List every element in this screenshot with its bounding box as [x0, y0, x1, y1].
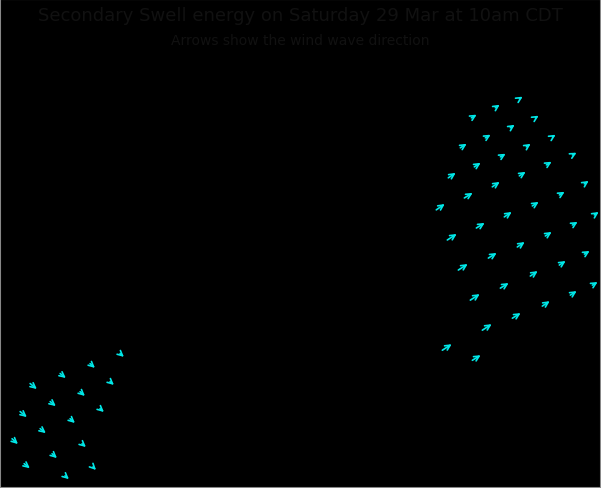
- Text: Arrows show the wind wave direction: Arrows show the wind wave direction: [171, 34, 430, 47]
- Text: Secondary Swell energy on Saturday 29 Mar at 10am CDT: Secondary Swell energy on Saturday 29 Ma…: [38, 7, 563, 24]
